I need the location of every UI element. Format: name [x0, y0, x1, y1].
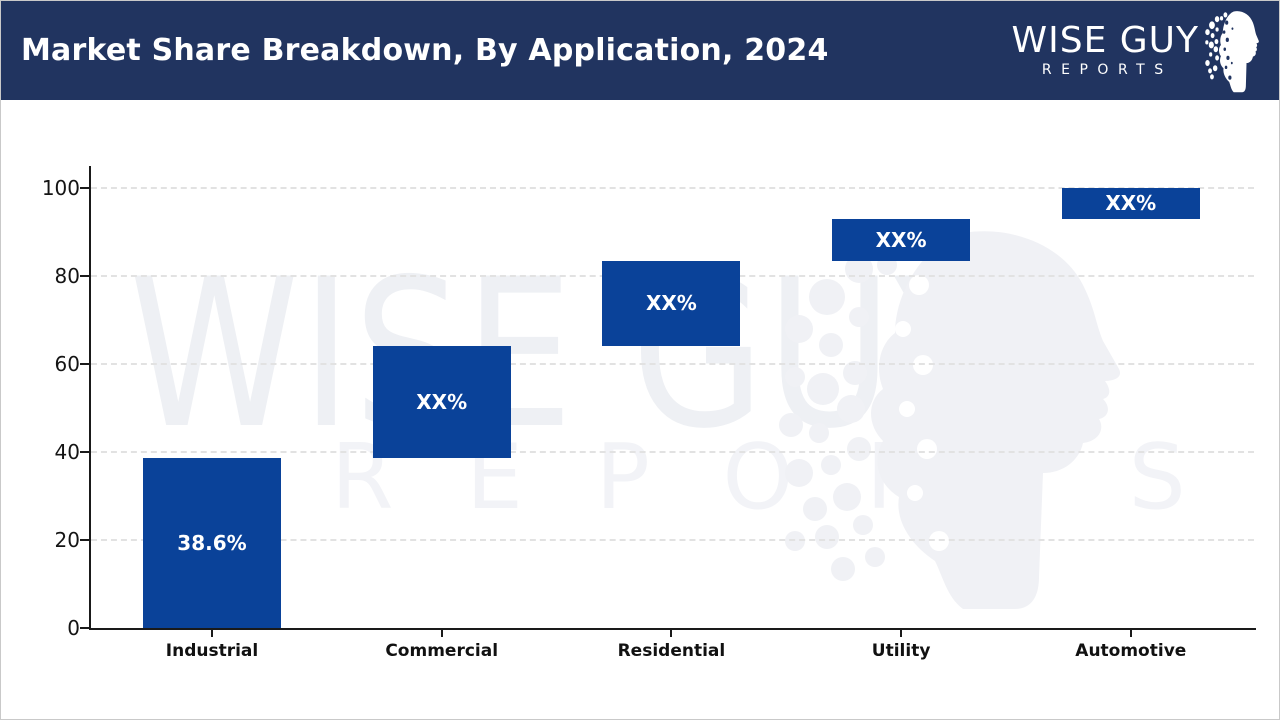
gridline-60 — [91, 363, 1254, 365]
bar-industrial: 38.6% — [143, 458, 281, 628]
y-tick-60 — [80, 363, 89, 365]
y-tick-100 — [80, 187, 89, 189]
gridline-40 — [91, 451, 1254, 453]
bar-residential: XX% — [602, 261, 741, 346]
watermark-text-main: WISE GUY — [129, 236, 1002, 474]
bar-value-label-utility: XX% — [875, 227, 927, 252]
y-tick-80 — [80, 275, 89, 277]
x-tick-industrial — [211, 630, 213, 637]
x-tick-automotive — [1129, 630, 1132, 637]
header-bar: Market Share Breakdown, By Application, … — [1, 1, 1279, 100]
x-axis-label-industrial: Industrial — [165, 641, 259, 661]
brand-subname: REPORTS — [1041, 62, 1173, 78]
y-tick-label-100: 100 — [41, 176, 80, 200]
y-tick-20 — [80, 539, 89, 541]
brand-logo: WISE GUY REPORTS — [1012, 8, 1268, 94]
x-tick-commercial — [440, 630, 443, 637]
bar-value-label-commercial: XX% — [416, 390, 468, 415]
bar-value-label-automotive: XX% — [1105, 191, 1157, 216]
bar-value-label-industrial: 38.6% — [177, 531, 247, 556]
head-profile-logo-icon — [1205, 10, 1259, 92]
x-axis-line — [89, 628, 1256, 630]
bar-commercial: XX% — [372, 345, 511, 459]
x-tick-residential — [670, 630, 673, 637]
x-axis-label-residential: Residential — [617, 641, 726, 661]
y-tick-label-60: 60 — [54, 352, 80, 376]
x-axis-label-utility: Utility — [871, 641, 931, 661]
head-profile-watermark — [779, 231, 1121, 609]
x-tick-utility — [900, 630, 903, 637]
y-tick-label-0: 0 — [67, 616, 80, 640]
y-axis-line — [89, 166, 91, 630]
page-title: Market Share Breakdown, By Application, … — [21, 33, 829, 68]
gridline-20 — [91, 539, 1254, 541]
brand-name: WISE GUY — [1011, 20, 1199, 61]
x-axis-label-automotive: Automotive — [1075, 641, 1187, 661]
y-tick-label-40: 40 — [54, 440, 80, 464]
y-tick-40 — [80, 451, 89, 453]
bar-value-label-residential: XX% — [645, 291, 697, 316]
bar-automotive: XX% — [1061, 188, 1200, 219]
y-tick-0 — [80, 627, 89, 629]
bar-utility: XX% — [832, 218, 971, 262]
y-tick-label-80: 80 — [54, 264, 80, 288]
gridline-100 — [91, 187, 1254, 189]
x-axis-label-commercial: Commercial — [385, 641, 499, 661]
y-tick-label-20: 20 — [54, 528, 80, 552]
brand-logo-text: WISE GUY REPORTS — [1011, 20, 1200, 79]
